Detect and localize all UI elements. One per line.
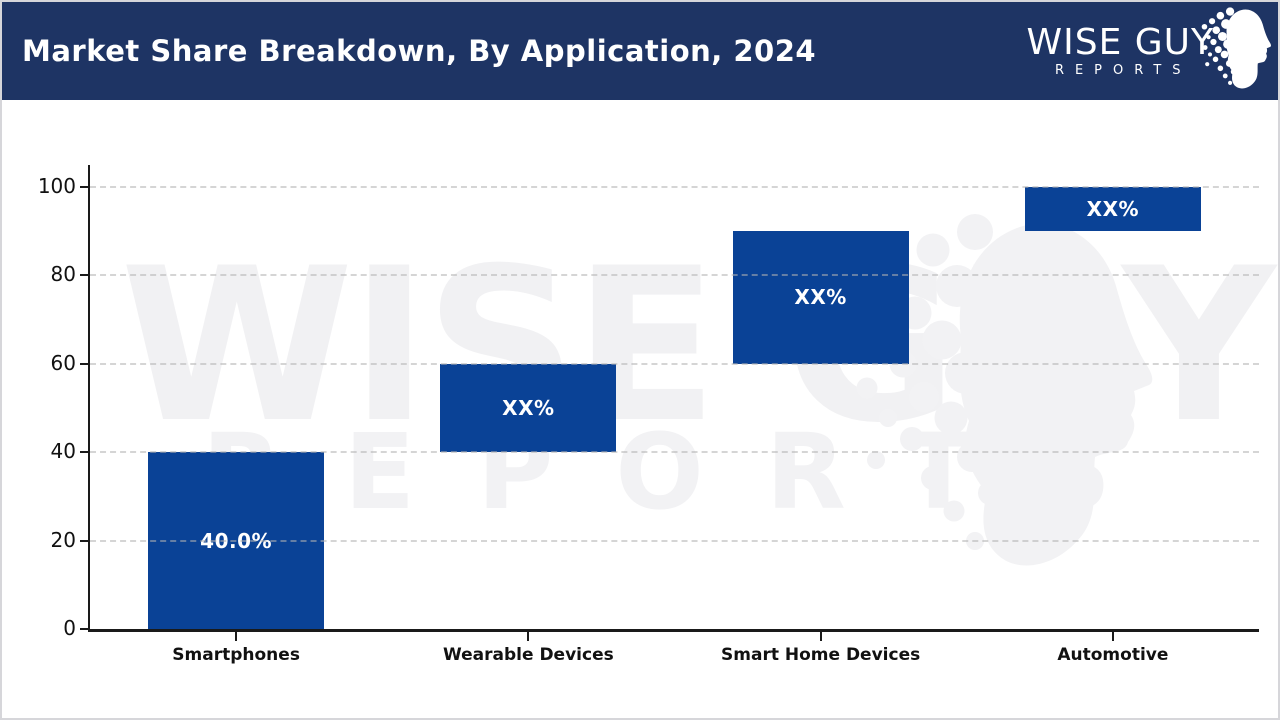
y-tick-label-80: 80 [50,262,76,287]
y-tick-label-20: 20 [50,527,76,552]
logo-wordmark-group: WISE GUY REPORTS [1026,22,1215,78]
bar-automotive: XX% [1024,187,1201,232]
y-tick-100 [80,186,88,188]
bar-wearable-devices: XX% [440,363,617,453]
x-tick-2 [527,632,530,641]
bar-smart-home-devices: XX% [732,231,909,364]
y-tick-20 [80,539,88,542]
x-axis-spine [88,629,1259,632]
x-category-label: Wearable Devices [443,645,614,665]
y-axis-spine [88,165,90,631]
x-category-label: Smartphones [172,645,300,665]
wise-guy-head-icon [1198,6,1276,96]
gridline-20 [90,539,1259,542]
chart-area: WISE GUY REPORTS 40.0% XX% XX% XX% 0 20 40 60 80… [2,100,1278,718]
y-tick-label-40: 40 [50,439,76,464]
page-title: Market Share Breakdown, By Application, … [22,34,817,68]
header: Market Share Breakdown, By Application, … [2,2,1278,100]
bar-value-label: XX% [1086,197,1140,222]
bar-value-label: XX% [794,285,847,310]
gridline-100 [90,186,1259,188]
y-tick-label-60: 60 [50,350,76,375]
x-tick-3 [819,632,822,641]
y-tick-80 [80,274,88,277]
bar-value-label: XX% [502,395,555,420]
x-tick-4 [1111,632,1114,641]
x-category-label: Smart Home Devices [721,645,921,665]
y-tick-label-0: 0 [63,616,76,640]
gridline-80 [90,274,1259,277]
logo-wordmark: WISE GUY [1026,22,1214,63]
x-category-label: Automotive [1057,645,1169,665]
gridline-60 [90,362,1259,365]
y-tick-40 [80,451,88,454]
x-tick-1 [235,632,238,641]
y-tick-60 [80,362,88,365]
brand-logo: WISE GUY REPORTS [1027,6,1277,96]
logo-subtext: REPORTS [1054,63,1192,78]
y-tick-label-100: 100 [37,174,76,198]
gridline-40 [90,451,1259,454]
plot: 40.0% XX% XX% XX% 0 20 40 60 80 100 Smartphones Wea… [2,100,1278,718]
y-tick-0 [80,628,88,630]
